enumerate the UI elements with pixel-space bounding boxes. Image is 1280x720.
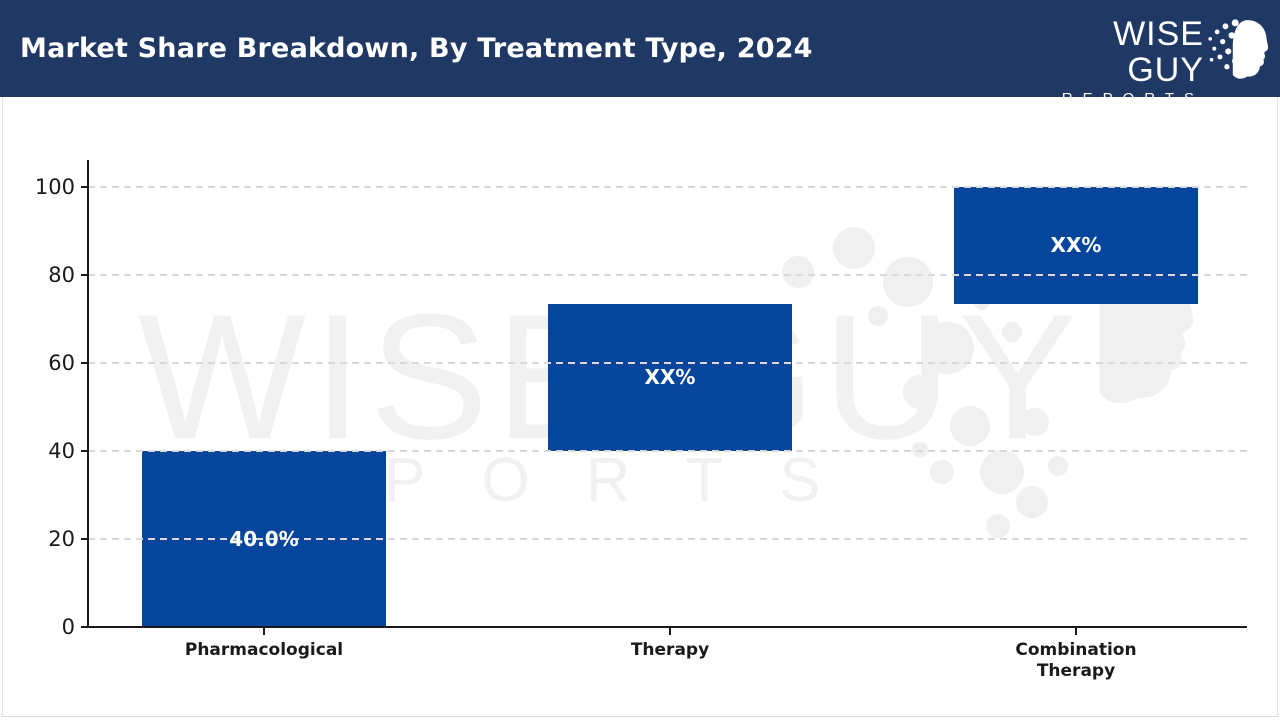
bar-2 bbox=[954, 187, 1198, 304]
y-tick-label-80: 80 bbox=[48, 263, 75, 287]
category-label-1: Therapy bbox=[631, 640, 709, 661]
category-label-2: Combination Therapy bbox=[1015, 640, 1136, 682]
logo-subtitle: REPORTS bbox=[1061, 90, 1204, 107]
page-bottom-hairline bbox=[2, 716, 1278, 717]
category-label-line: Therapy bbox=[630, 640, 710, 660]
category-label-line: Pharmacological bbox=[184, 640, 344, 660]
y-axis-line bbox=[87, 160, 89, 628]
page-title: Market Share Breakdown, By Treatment Typ… bbox=[20, 33, 813, 64]
y-tick-100 bbox=[81, 186, 88, 188]
bar-value-label-0: 40.0% bbox=[229, 527, 299, 551]
logo-text: WISE GUY REPORTS bbox=[1030, 16, 1204, 108]
x-tick-2 bbox=[1075, 628, 1077, 635]
wise-guy-reports-logo: WISE GUY REPORTS bbox=[1030, 4, 1270, 107]
gridline-80 bbox=[88, 274, 1247, 276]
y-tick-label-0: 0 bbox=[61, 615, 75, 639]
y-tick-0 bbox=[81, 626, 88, 628]
bar-value-label-1: XX% bbox=[644, 365, 696, 390]
y-tick-40 bbox=[81, 450, 88, 452]
y-tick-60 bbox=[81, 362, 88, 364]
y-tick-label-100: 100 bbox=[34, 175, 75, 199]
page-left-hairline bbox=[2, 97, 3, 716]
y-tick-label-20: 20 bbox=[48, 527, 75, 551]
gridline-60 bbox=[88, 362, 1247, 364]
logo-wordmark: WISE GUY bbox=[1113, 15, 1204, 89]
x-axis-line bbox=[87, 626, 1247, 628]
y-tick-label-60: 60 bbox=[48, 351, 75, 375]
y-tick-label-40: 40 bbox=[48, 439, 75, 463]
x-tick-0 bbox=[263, 628, 265, 635]
y-tick-80 bbox=[81, 274, 88, 276]
bar-value-label-2: XX% bbox=[1050, 233, 1102, 258]
bar-1 bbox=[548, 303, 792, 451]
gridline-100 bbox=[88, 186, 1247, 188]
category-label-line: Therapy bbox=[1036, 661, 1116, 681]
header-bar: Market Share Breakdown, By Treatment Typ… bbox=[0, 0, 1280, 107]
y-tick-20 bbox=[81, 538, 88, 540]
gridline-40 bbox=[88, 450, 1247, 452]
x-tick-1 bbox=[669, 628, 671, 635]
logo-face-icon bbox=[1208, 19, 1269, 79]
page-right-hairline bbox=[1277, 97, 1278, 716]
gridline-20 bbox=[88, 538, 1247, 540]
category-label-line: Combination bbox=[1015, 640, 1137, 660]
category-label-0: Pharmacological bbox=[185, 640, 343, 661]
